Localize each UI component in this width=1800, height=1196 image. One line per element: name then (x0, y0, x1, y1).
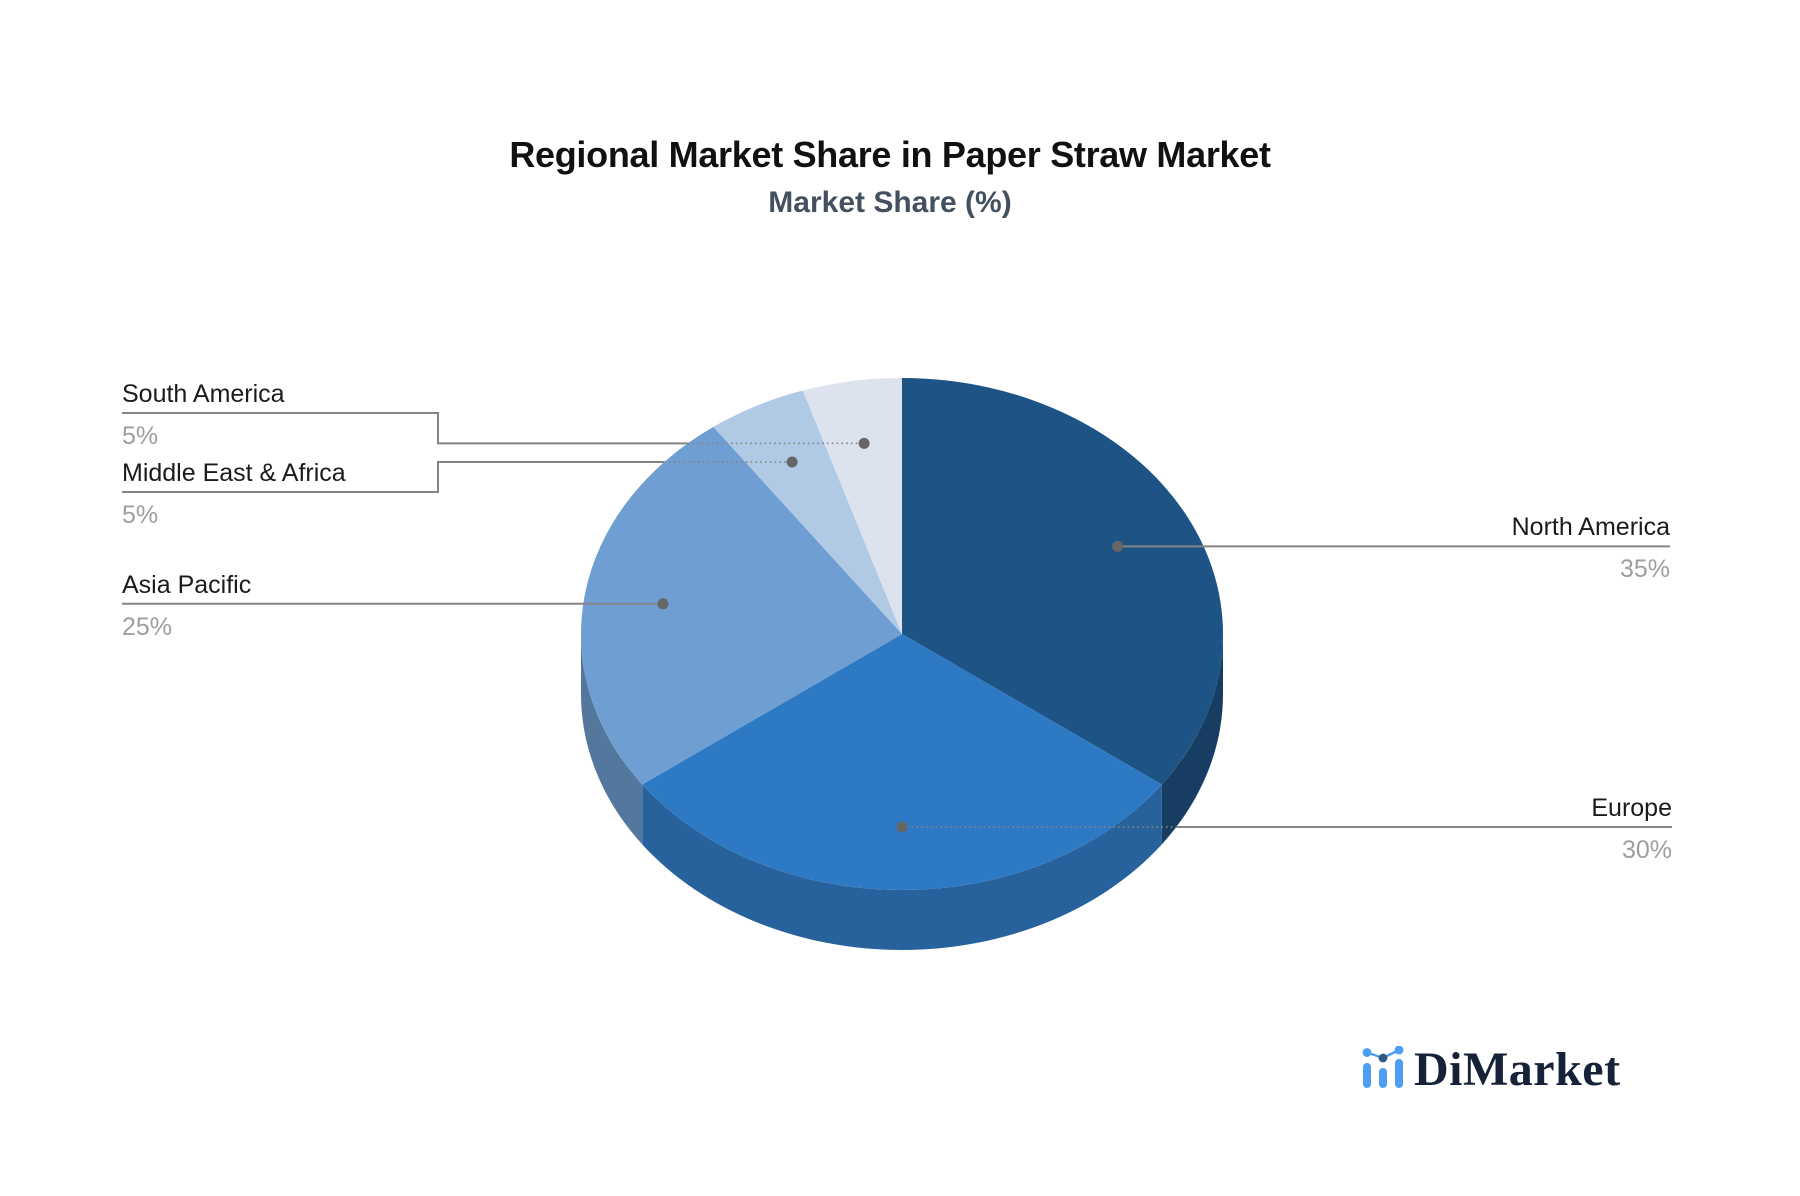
dimarket-logo: DiMarket (1362, 1044, 1621, 1094)
slice-label-middle-east-africa: Middle East & Africa (122, 459, 346, 487)
slice-value-middle-east-africa: 5% (122, 501, 159, 529)
connector-dot-asia-pacific (657, 598, 669, 610)
pie-slice-wall-asia-pacific (581, 634, 643, 845)
pie-slice-south-america (802, 378, 902, 634)
connector-dot-europe (896, 821, 908, 833)
slice-value-south-america: 5% (122, 422, 159, 450)
dimarket-logo-text: DiMarket (1414, 1043, 1621, 1096)
pie-slice-middle-east-africa (713, 390, 902, 634)
slice-label-north-america: North America (1511, 513, 1670, 541)
pie-slice-north-america (902, 378, 1223, 785)
pie-slice-wall-north-america (1161, 634, 1223, 845)
pie-slice-asia-pacific (581, 426, 902, 785)
connector-dot-south-america (858, 437, 870, 449)
chart-subtitle: Market Share (%) (768, 186, 1012, 219)
slice-label-europe: Europe (1591, 794, 1672, 822)
connector-dot-middle-east-africa (786, 456, 798, 468)
connector-line-south-america (122, 412, 688, 445)
slice-value-europe: 30% (1621, 836, 1672, 864)
pie-slice-wall-europe (642, 784, 1162, 950)
dimarket-logo-icon (1362, 1046, 1404, 1088)
slice-value-north-america: 35% (1619, 555, 1670, 583)
slice-value-asia-pacific: 25% (122, 612, 173, 641)
slice-label-asia-pacific: Asia Pacific (122, 570, 252, 599)
slice-label-south-america: South America (122, 380, 285, 408)
chart-title: Regional Market Share in Paper Straw Mar… (509, 134, 1271, 175)
connector-dot-north-america (1112, 540, 1124, 552)
connector-line-middle-east-africa (122, 461, 665, 493)
pie-slice-europe (642, 634, 1162, 890)
